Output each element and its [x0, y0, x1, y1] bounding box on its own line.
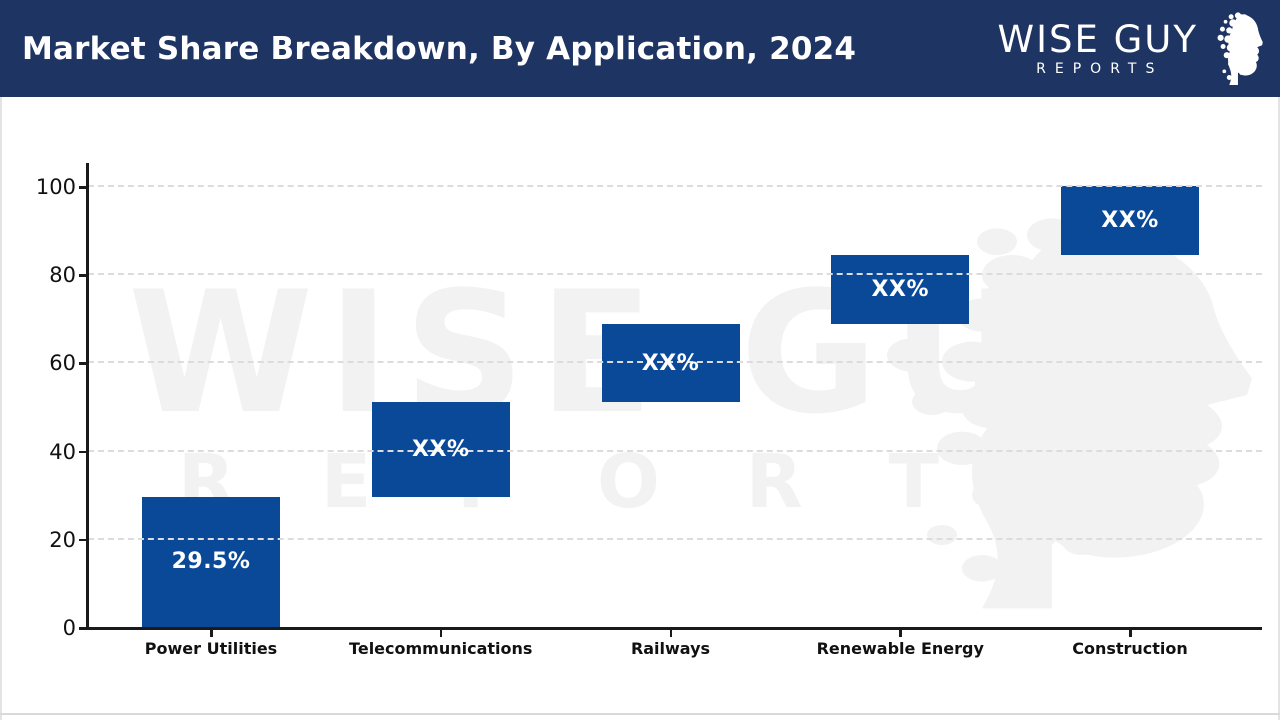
- y-tick-mark-60: [79, 362, 86, 365]
- y-axis-line: [86, 163, 89, 629]
- bar-value-label: XX%: [1101, 208, 1159, 234]
- logo-text: WISE GUY REPORTS: [998, 21, 1198, 77]
- wise-guy-reports-logo: WISE GUY REPORTS: [998, 9, 1280, 89]
- page-title: Market Share Breakdown, By Application, …: [22, 30, 857, 67]
- x-tick-mark: [439, 629, 443, 637]
- y-tick-label-40: 40: [49, 439, 76, 464]
- y-tick-mark-20: [79, 538, 86, 542]
- watermark-subtitle: R E P O R T S: [178, 439, 1109, 525]
- header-bar: Market Share Breakdown, By Application, …: [0, 0, 1280, 97]
- y-tick-label-80: 80: [49, 263, 76, 288]
- y-tick-label-0: 0: [62, 616, 76, 640]
- right-border: [1278, 97, 1280, 720]
- category-label-railways: Railways: [630, 639, 711, 658]
- gridline-100: [88, 185, 1262, 187]
- bar-value-label: XX%: [412, 436, 470, 462]
- bar-telecommunications: XX%: [371, 402, 510, 497]
- category-label-telecommunications: Telecommunications: [349, 639, 533, 658]
- bar-power-utilities: 29.5%: [142, 496, 280, 627]
- y-tick-mark-80: [79, 274, 86, 277]
- bar-renewable-energy: XX%: [831, 255, 970, 325]
- category-label-construction: Construction: [1072, 639, 1188, 658]
- chart-area: WISE GUY R E P O R T S 29.5%XX%XX%XX%XX%…: [0, 97, 1280, 720]
- y-tick-mark-40: [79, 450, 86, 454]
- logo-wordmark: WISE GUY: [997, 17, 1198, 61]
- gridline-20: [88, 537, 1262, 540]
- bottom-divider: [0, 713, 1280, 715]
- category-label-renewable-energy: Renewable Energy: [816, 639, 984, 658]
- y-tick-mark-0: [79, 627, 86, 630]
- x-tick-mark: [669, 629, 672, 637]
- x-tick-mark: [899, 629, 902, 637]
- y-tick-mark-100: [79, 186, 86, 189]
- gridline-80: [88, 273, 1262, 276]
- y-tick-label-60: 60: [49, 351, 76, 376]
- bar-construction: XX%: [1061, 186, 1199, 256]
- gridline-40: [88, 449, 1262, 452]
- category-label-power-utilities: Power Utilities: [144, 639, 278, 658]
- x-tick-mark: [210, 629, 213, 637]
- logo-subtitle: REPORTS: [1036, 60, 1164, 77]
- x-axis-line: [86, 627, 1262, 630]
- bar-value-label: 29.5%: [171, 549, 251, 575]
- y-tick-label-20: 20: [49, 527, 76, 552]
- x-tick-mark: [1129, 629, 1132, 637]
- bar-value-label: XX%: [871, 277, 929, 303]
- bar-value-label: XX%: [641, 350, 700, 376]
- y-tick-label-100: 100: [35, 175, 76, 199]
- left-border: [0, 97, 2, 720]
- head-profile-icon: [1217, 11, 1263, 85]
- gridline-60: [88, 361, 1262, 364]
